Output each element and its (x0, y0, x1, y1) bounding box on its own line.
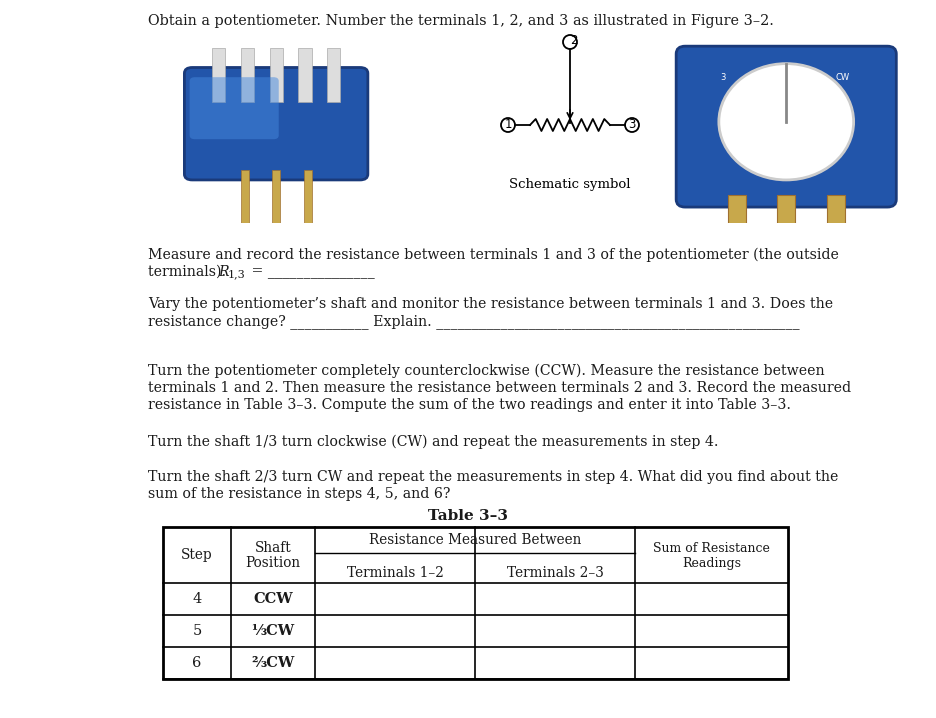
Bar (241, 170, 249, 223)
Text: resistance in Table 3–3. Compute the sum of the two readings and enter it into T: resistance in Table 3–3. Compute the sum… (148, 398, 791, 412)
Bar (826, 195, 844, 258)
Bar (212, 48, 225, 103)
Text: Position: Position (245, 556, 300, 570)
Bar (241, 48, 254, 103)
Text: Vary the potentiometer’s shaft and monitor the resistance between terminals 1 an: Vary the potentiometer’s shaft and monit… (148, 297, 833, 311)
Text: 1,3: 1,3 (228, 269, 246, 279)
Text: 2: 2 (570, 34, 578, 47)
Text: Obtain a potentiometer. Number the terminals 1, 2, and 3 as illustrated in Figur: Obtain a potentiometer. Number the termi… (148, 14, 774, 28)
Text: Resistance Measured Between: Resistance Measured Between (369, 533, 581, 547)
Bar (163, 527, 788, 679)
Circle shape (719, 64, 854, 180)
Bar (270, 48, 283, 103)
Bar (303, 170, 312, 223)
Text: resistance change? ___________ Explain. ________________________________________: resistance change? ___________ Explain. … (148, 314, 799, 329)
Bar (777, 195, 796, 258)
Text: 6: 6 (192, 656, 201, 670)
Text: Terminals 1–2: Terminals 1–2 (346, 566, 444, 580)
Text: sum of the resistance in steps 4, 5, and 6?: sum of the resistance in steps 4, 5, and… (148, 487, 450, 501)
Bar (272, 170, 280, 223)
Bar (328, 48, 341, 103)
Text: = _______________: = _______________ (247, 265, 374, 279)
Text: ⅓CW: ⅓CW (252, 624, 295, 638)
Text: Turn the shaft 2/3 turn CW and repeat the measurements in step 4. What did you f: Turn the shaft 2/3 turn CW and repeat th… (148, 470, 839, 484)
Text: Schematic symbol: Schematic symbol (509, 178, 631, 191)
FancyBboxPatch shape (184, 67, 368, 180)
Text: 3: 3 (721, 73, 726, 82)
Text: Sum of Resistance: Sum of Resistance (653, 541, 770, 554)
Text: terminals).: terminals). (148, 265, 230, 279)
Text: 5: 5 (193, 624, 201, 638)
Text: Table 3–3: Table 3–3 (428, 509, 508, 523)
Bar (728, 195, 746, 258)
Text: ⅔CW: ⅔CW (252, 656, 295, 670)
Text: 3: 3 (628, 118, 636, 131)
Text: Turn the potentiometer completely counterclockwise (CCW). Measure the resistance: Turn the potentiometer completely counte… (148, 364, 825, 378)
Text: Step: Step (182, 548, 212, 562)
Text: terminals 1 and 2. Then measure the resistance between terminals 2 and 3. Record: terminals 1 and 2. Then measure the resi… (148, 381, 851, 395)
FancyBboxPatch shape (676, 46, 897, 207)
Text: 4: 4 (193, 592, 201, 606)
Text: Terminals 2–3: Terminals 2–3 (506, 566, 604, 580)
Text: Measure and record the resistance between terminals 1 and 3 of the potentiometer: Measure and record the resistance betwee… (148, 248, 839, 262)
Text: Readings: Readings (682, 556, 741, 569)
Text: 1: 1 (505, 118, 512, 131)
Text: R: R (218, 265, 228, 279)
Text: Turn the shaft 1/3 turn clockwise (CW) and repeat the measurements in step 4.: Turn the shaft 1/3 turn clockwise (CW) a… (148, 435, 719, 449)
Bar (299, 48, 312, 103)
Text: Shaft: Shaft (255, 541, 291, 555)
FancyBboxPatch shape (190, 78, 279, 139)
Text: CCW: CCW (253, 592, 293, 606)
Text: CW: CW (835, 73, 850, 82)
